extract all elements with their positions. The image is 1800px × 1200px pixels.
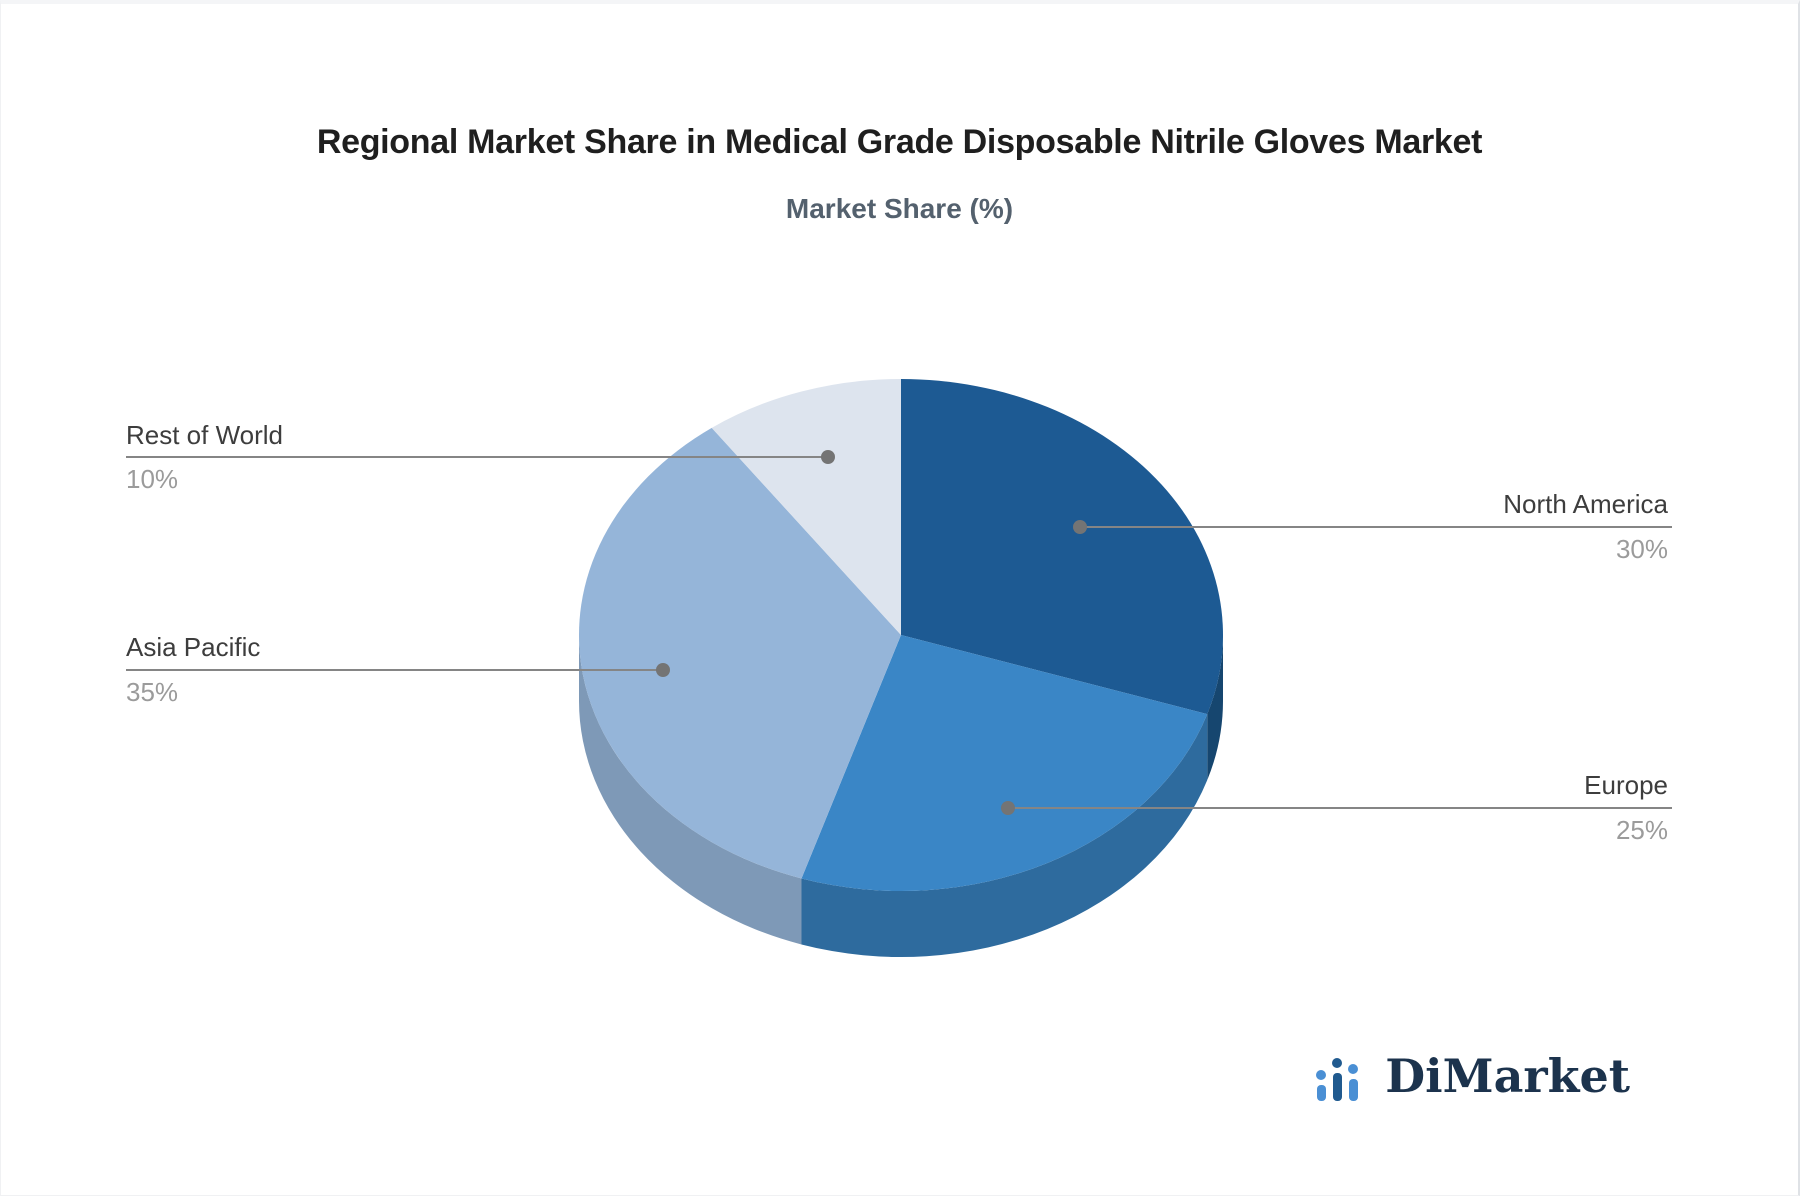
callout-label-north-america: North America <box>1503 489 1668 519</box>
pie-slice-side-north-america <box>1207 635 1223 781</box>
pie-slice-rest-of-world[interactable] <box>711 379 901 635</box>
callout-value-north-america: 30% <box>1615 534 1668 564</box>
bar-chart-logo-icon <box>1316 1058 1359 1101</box>
callout-label-europe: Europe <box>1584 770 1668 800</box>
pie-chart[interactable] <box>1 4 1800 1200</box>
leader-dot-rest-of-world <box>821 450 835 464</box>
leader-dot-north-america <box>1073 520 1087 534</box>
pie-slice-side-asia-pacific <box>579 635 802 945</box>
callout-value-asia-pacific: 35% <box>126 677 179 707</box>
pie-slice-side-europe <box>801 714 1208 957</box>
chart-subtitle: Market Share (%) <box>785 193 1014 224</box>
callout-value-europe: 25% <box>1615 815 1668 845</box>
brand-logo: DiMarket <box>1313 1046 1630 1106</box>
pie-slice-asia-pacific[interactable] <box>579 427 901 879</box>
callout-value-rest-of-world: 10% <box>126 464 179 494</box>
leader-dot-asia-pacific <box>656 663 670 677</box>
pie-slice-europe[interactable] <box>801 635 1208 891</box>
pie-slice-north-america[interactable] <box>901 379 1224 715</box>
callout-label-asia-pacific: Asia Pacific <box>126 632 261 662</box>
leader-dot-europe <box>1001 801 1015 815</box>
callout-label-rest-of-world: Rest of World <box>126 420 284 450</box>
brand-logo-text: DiMarket <box>1385 1049 1630 1103</box>
chart-title: Regional Market Share in Medical Grade D… <box>316 123 1483 161</box>
